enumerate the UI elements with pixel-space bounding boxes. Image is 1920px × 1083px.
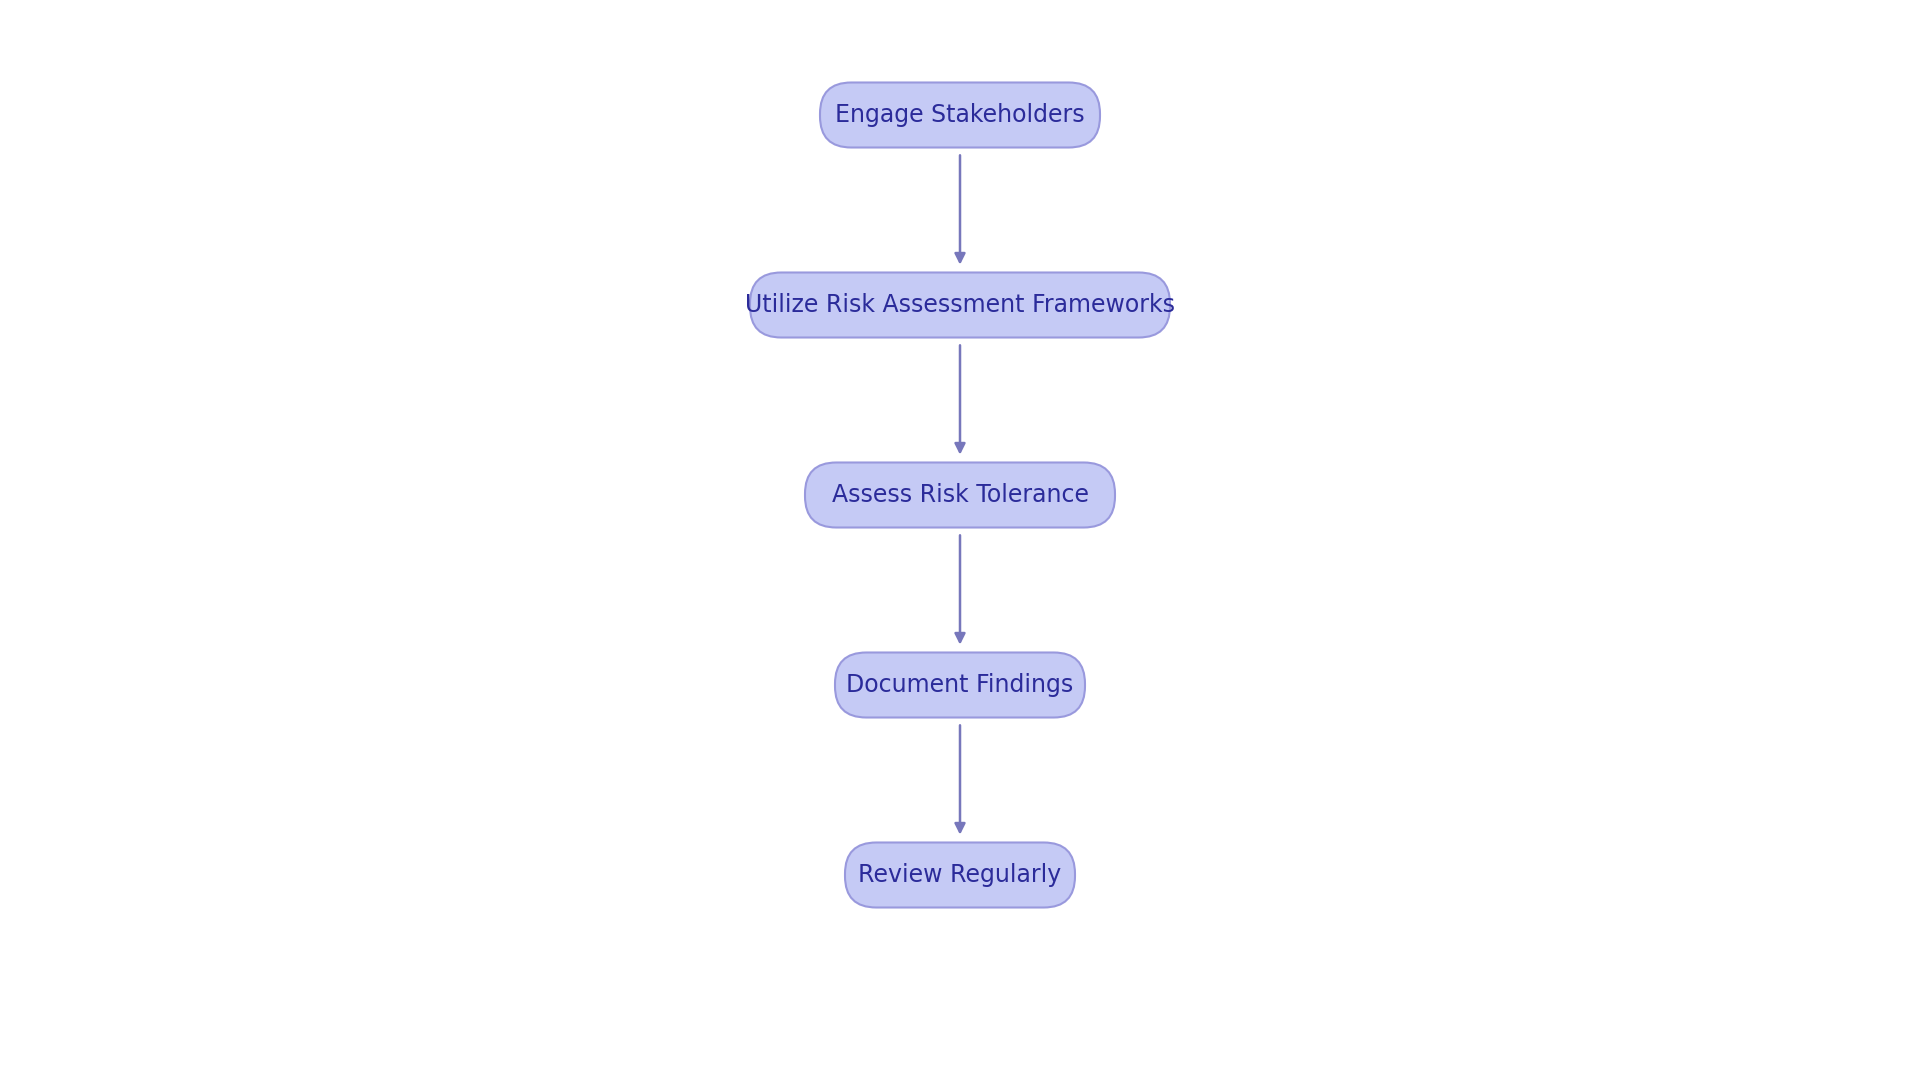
FancyBboxPatch shape xyxy=(845,843,1075,908)
FancyBboxPatch shape xyxy=(820,82,1100,147)
Text: Review Regularly: Review Regularly xyxy=(858,863,1062,887)
Text: Utilize Risk Assessment Frameworks: Utilize Risk Assessment Frameworks xyxy=(745,293,1175,317)
FancyBboxPatch shape xyxy=(751,273,1169,338)
Text: Engage Stakeholders: Engage Stakeholders xyxy=(835,103,1085,127)
FancyBboxPatch shape xyxy=(835,652,1085,718)
Text: Assess Risk Tolerance: Assess Risk Tolerance xyxy=(831,483,1089,507)
Text: Document Findings: Document Findings xyxy=(847,673,1073,697)
FancyBboxPatch shape xyxy=(804,462,1116,527)
